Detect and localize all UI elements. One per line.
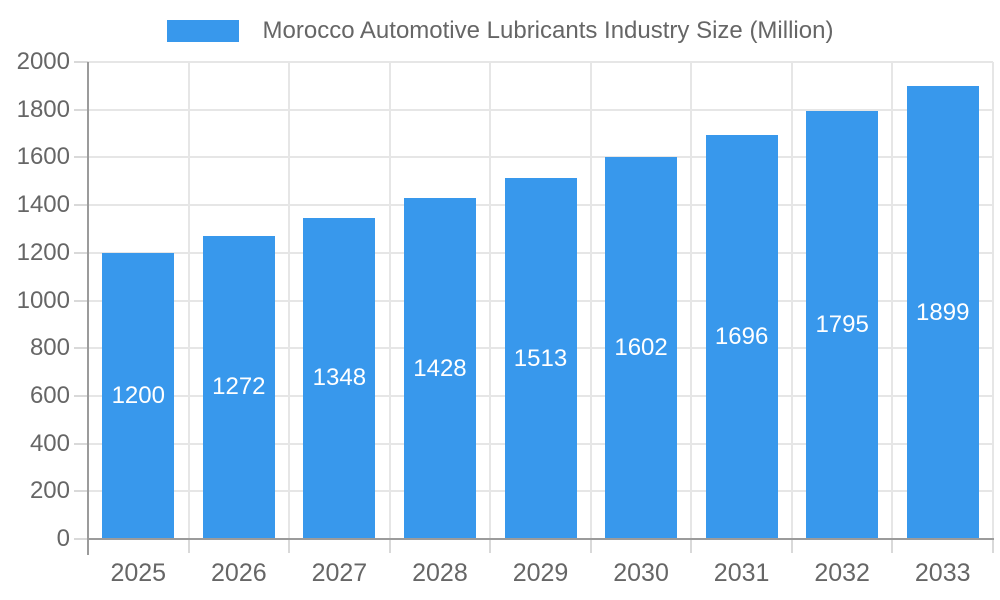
legend-item[interactable]: Morocco Automotive Lubricants Industry S… (0, 16, 1000, 46)
y-axis-tick-label: 200 (29, 477, 70, 505)
y-axis-line (87, 62, 89, 555)
y-axis-tick (74, 61, 88, 63)
x-axis-tick-label: 2025 (110, 559, 167, 587)
x-axis-tick (690, 539, 693, 553)
legend-swatch (166, 20, 239, 42)
y-axis-tick-label: 1000 (16, 286, 70, 314)
bar-2026[interactable] (202, 235, 275, 539)
x-axis-tick (388, 539, 391, 553)
x-axis-tick (288, 539, 291, 553)
bar-value-label: 1795 (815, 310, 869, 338)
x-axis-tick (992, 539, 994, 553)
y-axis-tick-label: 1200 (16, 238, 70, 266)
y-axis-tick (74, 108, 88, 111)
y-gridline (88, 61, 993, 63)
y-axis-tick-label: 1600 (16, 143, 70, 171)
x-axis-tick (489, 539, 492, 553)
bar-2027[interactable] (303, 217, 376, 539)
x-gridline (388, 62, 391, 539)
y-axis-tick-label: 800 (29, 334, 70, 362)
x-axis-tick (589, 539, 592, 553)
y-axis-tick (74, 442, 88, 445)
y-axis-tick (74, 490, 88, 493)
bar-value-label: 1696 (714, 322, 769, 350)
bar-2033[interactable] (906, 86, 979, 539)
x-gridline (288, 62, 291, 539)
y-gridline (88, 108, 993, 111)
bar-2029[interactable] (504, 178, 577, 539)
x-gridline (187, 62, 190, 539)
bar-value-label: 1428 (413, 354, 467, 382)
y-axis-tick-label: 1400 (16, 191, 70, 219)
x-gridline (891, 62, 894, 539)
x-axis-tick (790, 539, 793, 553)
x-axis-tick-label: 2030 (613, 559, 669, 587)
y-axis-tick-label: 0 (56, 525, 70, 552)
x-axis-tick (891, 539, 894, 553)
x-axis-line (88, 538, 994, 540)
y-gridline (88, 156, 993, 159)
bar-2028[interactable] (403, 198, 476, 539)
legend-label: Morocco Automotive Lubricants Industry S… (262, 17, 834, 44)
y-axis-tick (74, 394, 88, 397)
bar-value-label: 1602 (614, 333, 668, 361)
y-axis-tick (74, 347, 88, 350)
x-axis-tick-label: 2026 (211, 559, 267, 587)
y-axis-tick-label: 1800 (16, 95, 70, 123)
y-axis-tick-label: 600 (29, 381, 70, 409)
bar-value-label: 1272 (212, 373, 266, 401)
bar-value-label: 1513 (513, 344, 568, 372)
y-axis-tick (74, 299, 88, 302)
x-gridline (489, 62, 492, 539)
x-axis-tick-label: 2028 (412, 559, 468, 587)
bar-2030[interactable] (605, 156, 678, 539)
x-gridline (992, 62, 994, 539)
bar-value-label: 1200 (111, 381, 165, 409)
x-axis-tick-label: 2027 (311, 559, 368, 587)
y-axis-tick-label: 400 (29, 429, 70, 457)
bar-value-label: 1899 (916, 298, 970, 326)
x-axis-tick (187, 539, 190, 553)
y-axis-tick (74, 156, 88, 159)
y-axis-tick (74, 251, 88, 254)
y-axis-tick (74, 538, 88, 540)
x-gridline (589, 62, 592, 539)
bar-2025[interactable] (102, 252, 175, 539)
y-axis-tick (74, 204, 88, 207)
x-axis-tick-label: 2031 (713, 559, 770, 587)
x-gridline (690, 62, 693, 539)
bar-2032[interactable] (806, 110, 879, 539)
x-axis-tick-label: 2033 (914, 559, 971, 587)
bar-2031[interactable] (705, 134, 778, 539)
x-axis-tick-label: 2032 (814, 559, 870, 587)
x-gridline (790, 62, 793, 539)
bar-value-label: 1348 (312, 364, 367, 392)
x-axis-tick-label: 2029 (512, 559, 569, 587)
y-axis-tick-label: 2000 (16, 48, 70, 75)
